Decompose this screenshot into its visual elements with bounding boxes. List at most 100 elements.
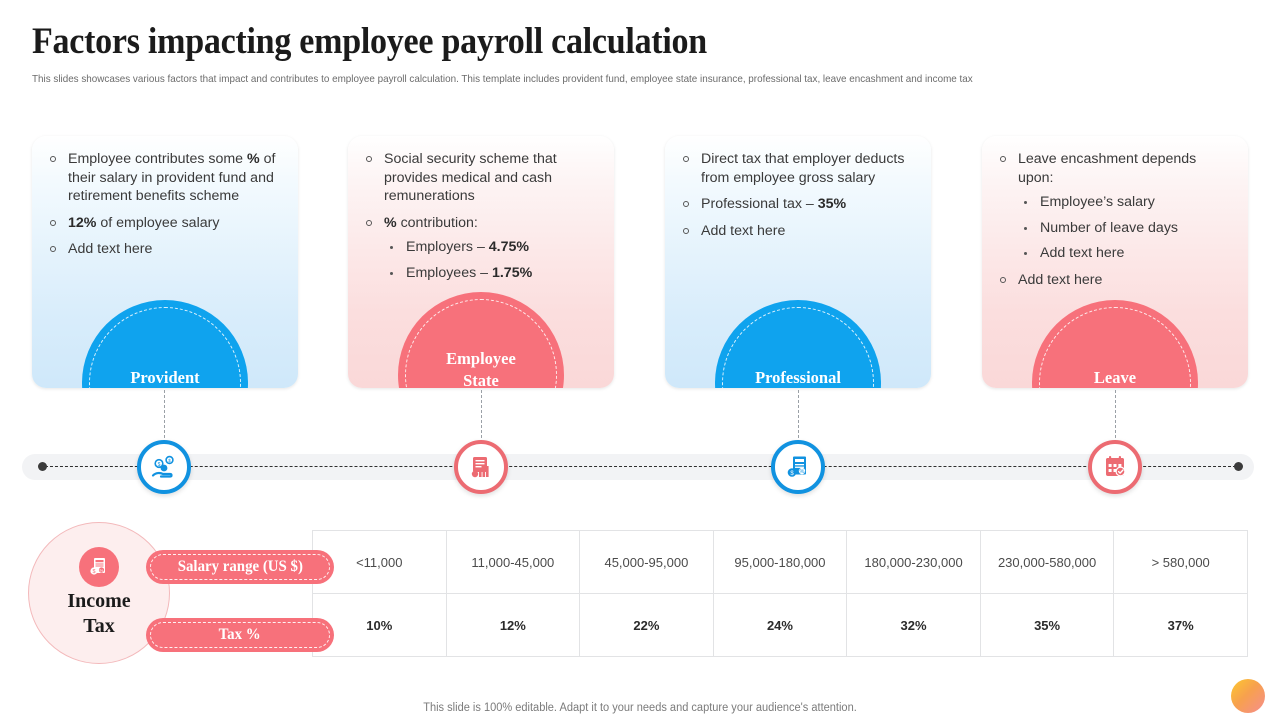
bullet-text: Social security scheme that provides med… (384, 151, 557, 204)
list-item: Add text here (48, 240, 284, 259)
sub-bullet-text: Employers – (406, 239, 489, 255)
bullet-emphasis: % (384, 214, 397, 231)
timeline-start-dot (38, 462, 47, 471)
table-cell-range: <11,000 (312, 530, 447, 594)
table-cell-rate: 32% (846, 593, 981, 657)
list-item: Professional tax – 35% (681, 195, 917, 214)
income-tax-table: <11,000 11,000-45,000 45,000-95,000 95,0… (312, 530, 1248, 657)
card-sub-list: Employers – 4.75% Employees – 1.75% (384, 238, 600, 282)
list-item: Social security scheme that provides med… (364, 150, 600, 206)
card-professional-tax[interactable]: Direct tax that employer deducts from em… (665, 136, 931, 388)
sub-list-item: Employee’s salary (1018, 193, 1234, 212)
card-bullet-list: Direct tax that employer deducts from em… (665, 136, 931, 240)
bullet-text-tail: of their salary in provident fund and re… (68, 151, 276, 204)
sub-list-item: Employers – 4.75% (384, 238, 600, 257)
card-bullet-list: Social security scheme that provides med… (348, 136, 614, 282)
bullet-emphasis: 35% (817, 196, 847, 212)
badge-line-1: Provident (130, 368, 200, 387)
row-label-salary-range: Salary range (US $) (146, 550, 334, 584)
bullet-text: Leave encashment depends upon: (1018, 151, 1197, 186)
sub-bullet-emphasis: 1.75% (491, 264, 533, 281)
list-item: Add text here (681, 222, 917, 241)
bullet-text: Add text here (1018, 271, 1103, 288)
timeline-dashed-line (40, 466, 1236, 467)
row-label-salary-range-text: Salary range (US $) (177, 558, 303, 575)
bullet-text-tail: of employee salary (96, 214, 220, 231)
table-row-salary-ranges: <11,000 11,000-45,000 45,000-95,000 95,0… (312, 530, 1248, 594)
connector-line-1 (164, 390, 165, 443)
sub-bullet-emphasis: 4.75% (488, 239, 530, 255)
svg-text:%: % (100, 568, 104, 573)
income-tax-label-line-2: Tax (83, 615, 115, 637)
income-tax-label-line-1: Income (67, 590, 131, 612)
svg-text:$: $ (93, 569, 96, 575)
timeline-node-employee-state-insurance[interactable] (454, 440, 508, 494)
row-label-tax-percent-text: Tax % (218, 626, 262, 643)
bullet-text-tail: contribution: (396, 214, 478, 231)
badge-line-1: Employee (446, 349, 516, 368)
sub-list-item: Employees – 1.75% (384, 264, 600, 283)
card-leave-encashment[interactable]: Leave encashment depends upon: Employee’… (982, 136, 1248, 388)
footer-note: This slide is 100% editable. Adapt it to… (423, 702, 857, 714)
card-bullet-list: Employee contributes some % of their sal… (32, 136, 298, 259)
table-cell-rate: 37% (1113, 593, 1248, 657)
svg-text:$: $ (158, 462, 161, 468)
badge-line-2: State (463, 371, 499, 388)
table-cell-rate: 12% (445, 593, 581, 657)
page-title: Factors impacting employee payroll calcu… (32, 21, 707, 62)
list-item: 12% of employee salary (48, 214, 284, 233)
tax-invoice-icon: % $ (785, 454, 811, 480)
connector-line-4 (1115, 390, 1116, 443)
sub-bullet-text: Employee’s salary (1040, 194, 1155, 210)
card-sub-list: Employee’s salary Number of leave days A… (1018, 193, 1234, 263)
table-cell-rate: 22% (579, 593, 714, 657)
document-chart-icon (468, 454, 494, 480)
hand-coins-icon: $ $ (150, 454, 178, 480)
list-item: % contribution: Employers – 4.75% Employ… (364, 214, 600, 283)
row-label-tax-percent: Tax % (146, 618, 334, 652)
list-item: Employee contributes some % of their sal… (48, 150, 284, 206)
table-cell-rate: 10% (312, 593, 447, 657)
timeline-end-dot (1234, 462, 1243, 471)
timeline-node-leave-encashment[interactable] (1088, 440, 1142, 494)
svg-text:$: $ (790, 471, 794, 477)
table-cell-rate: 24% (712, 593, 848, 657)
badge-employee-state-insurance: EmployeeStateInsurance (398, 292, 564, 388)
bullet-text: Direct tax that employer deducts from em… (701, 151, 905, 186)
table-cell-range: 95,000-180,000 (712, 530, 848, 594)
card-bullet-list: Leave encashment depends upon: Employee’… (982, 136, 1248, 289)
card-employee-state-insurance[interactable]: Social security scheme that provides med… (348, 136, 614, 388)
list-item: Direct tax that employer deducts from em… (681, 150, 917, 187)
connector-line-2 (481, 390, 482, 443)
timeline-node-provident-fund[interactable]: $ $ (137, 440, 191, 494)
bullet-emphasis: % (247, 151, 260, 167)
table-cell-range: 230,000-580,000 (979, 530, 1115, 594)
svg-text:$: $ (168, 458, 171, 463)
page-subtitle: This slides showcases various factors th… (32, 73, 973, 85)
timeline-node-professional-tax[interactable]: % $ (771, 440, 825, 494)
table-cell-rate: 35% (979, 593, 1115, 657)
table-cell-range: 180,000-230,000 (846, 530, 981, 594)
sub-list-item: Add text here (1018, 244, 1234, 263)
calendar-check-icon (1102, 454, 1128, 480)
bullet-text: Add text here (701, 222, 786, 239)
table-cell-range: > 580,000 (1113, 530, 1248, 594)
badge-line-1: Leave (1093, 368, 1137, 387)
list-item: Add text here (998, 271, 1234, 290)
bullet-text: Employee contributes some (68, 151, 248, 167)
badge-provident-fund: ProvidentFund (82, 300, 248, 388)
card-provident-fund[interactable]: Employee contributes some % of their sal… (32, 136, 298, 388)
bullet-text: Add text here (68, 241, 153, 257)
timeline-bar (22, 454, 1254, 480)
bullet-text: Professional tax – (701, 196, 818, 212)
table-cell-range: 45,000-95,000 (579, 530, 714, 594)
income-tax-label: Income Tax (67, 589, 130, 639)
sub-bullet-text: Add text here (1040, 245, 1125, 261)
bullet-emphasis: 12% (68, 214, 97, 231)
brand-logo-icon (1231, 679, 1265, 713)
sub-bullet-text: Employees – (406, 264, 492, 281)
connector-line-3 (798, 390, 799, 443)
svg-text:%: % (800, 469, 805, 475)
badge-leave-encashment: LeaveEncashment (1032, 300, 1198, 388)
table-cell-range: 11,000-45,000 (445, 530, 581, 594)
